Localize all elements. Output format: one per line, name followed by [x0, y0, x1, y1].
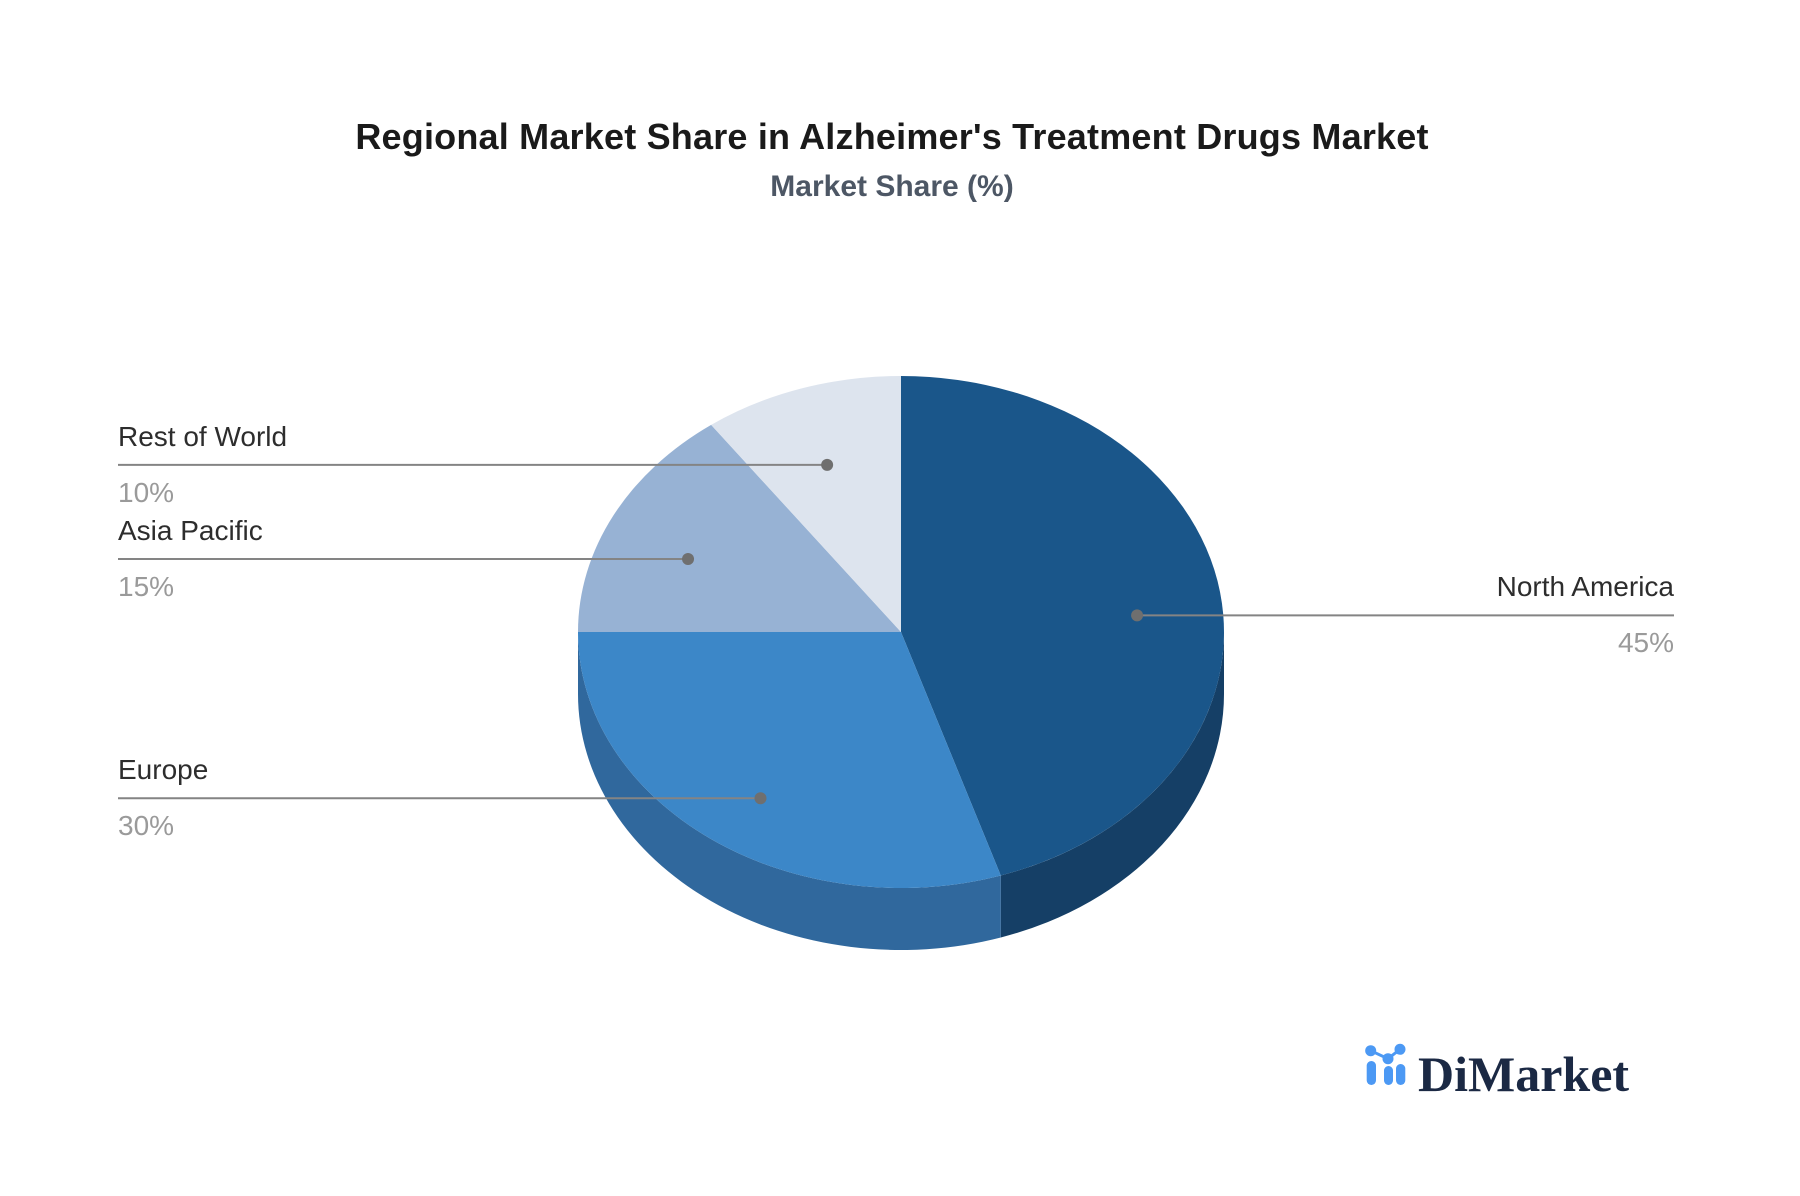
pie-slice-north-america[interactable] [901, 376, 1224, 876]
pie-label-value: 15% [118, 570, 175, 602]
pie-slice-asia-pacific[interactable] [578, 424, 901, 632]
chart-subtitle: Market Share (%) [770, 170, 1014, 203]
chart-title: Regional Market Share in Alzheimer's Tre… [355, 116, 1429, 157]
pie-label-europe: Europe 30% [118, 754, 208, 842]
brand-name: DiMarket [1418, 1046, 1630, 1102]
pie-label-rest-of-world: Rest of World 10% [118, 421, 287, 509]
logo-dot-right [1394, 1043, 1406, 1055]
leader-dot-asia-pacific [682, 552, 695, 565]
logo-bar-right [1396, 1064, 1406, 1085]
pie-label-name: Rest of World [118, 420, 288, 452]
pie-label-value: 30% [118, 810, 175, 842]
pie-label-name: Asia Pacific [118, 514, 263, 546]
logo-dot-middle [1382, 1053, 1394, 1065]
pie-slice-rest-of-world[interactable] [711, 376, 901, 632]
leader-dot-rest-of-world [821, 458, 834, 471]
pie-label-north-america: North America 45% [1497, 571, 1674, 659]
logo-bar-middle [1384, 1066, 1393, 1085]
pie-label-value: 10% [118, 476, 175, 508]
pie-slice-europe[interactable] [577, 632, 1001, 889]
logo-dot-left [1365, 1045, 1377, 1057]
pie-label-value: 45% [1617, 627, 1674, 659]
bar-chart-with-trend-dots-icon [1365, 1043, 1406, 1085]
pie-label-name: North America [1496, 571, 1674, 603]
logo-bar-left [1366, 1061, 1376, 1085]
pie-label-asia-pacific: Asia Pacific 15% [118, 515, 263, 603]
brand-watermark: DiMarket [1364, 1040, 1694, 1110]
pie-slice-side-europe [577, 632, 1001, 950]
pie-label-name: Europe [118, 754, 209, 786]
leader-dot-europe [754, 792, 767, 805]
pie-slice-side-north-america [1000, 632, 1224, 938]
leader-dot-north-america [1131, 609, 1144, 622]
